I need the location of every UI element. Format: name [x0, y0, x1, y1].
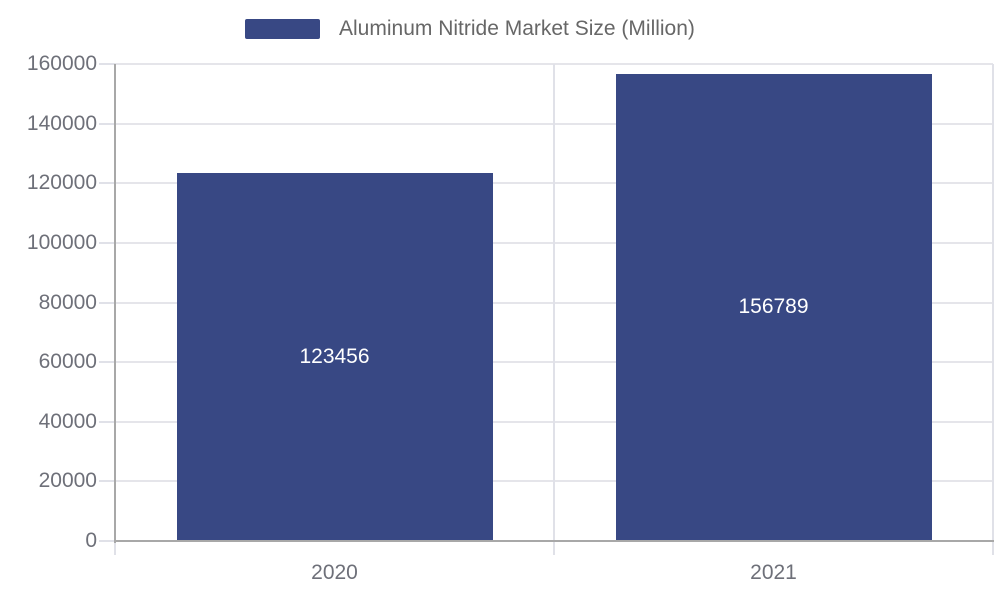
- y-tick: [99, 241, 115, 244]
- y-axis-label: 60000: [38, 350, 97, 374]
- legend-swatch: [245, 19, 320, 39]
- y-axis-label: 100000: [26, 230, 97, 254]
- y-tick: [99, 122, 115, 125]
- y-tick: [99, 182, 115, 185]
- y-tick: [99, 540, 115, 542]
- y-axis-label: 20000: [38, 469, 97, 493]
- legend-item[interactable]: Aluminum Nitride Market Size (Million): [245, 15, 695, 43]
- y-axis-label: 120000: [26, 171, 97, 195]
- bar-value-label: 156789: [738, 295, 809, 319]
- bar-2020[interactable]: [177, 172, 493, 541]
- x-tick: [114, 541, 116, 555]
- x-axis-label: 2020: [311, 561, 358, 584]
- y-axis-line: [114, 64, 116, 543]
- legend-label: Aluminum Nitride Market Size (Million): [339, 17, 695, 40]
- y-tick: [99, 420, 115, 423]
- x-splitline: [553, 64, 555, 541]
- y-tick: [99, 63, 115, 65]
- x-tick: [992, 541, 994, 555]
- x-axis-label: 2021: [750, 561, 797, 584]
- y-tick: [99, 301, 115, 304]
- y-axis-label: 40000: [38, 409, 97, 433]
- x-splitline: [992, 64, 994, 541]
- x-tick: [553, 541, 555, 555]
- y-tick: [99, 480, 115, 483]
- y-axis-label: 160000: [26, 52, 97, 75]
- y-axis-label: 140000: [26, 111, 97, 135]
- bar-value-label: 123456: [299, 344, 370, 368]
- x-axis-line: [114, 540, 994, 542]
- y-axis-label: 0: [85, 529, 97, 552]
- y-axis-label: 80000: [38, 290, 97, 314]
- bar-2021[interactable]: [616, 73, 932, 541]
- y-tick: [99, 361, 115, 364]
